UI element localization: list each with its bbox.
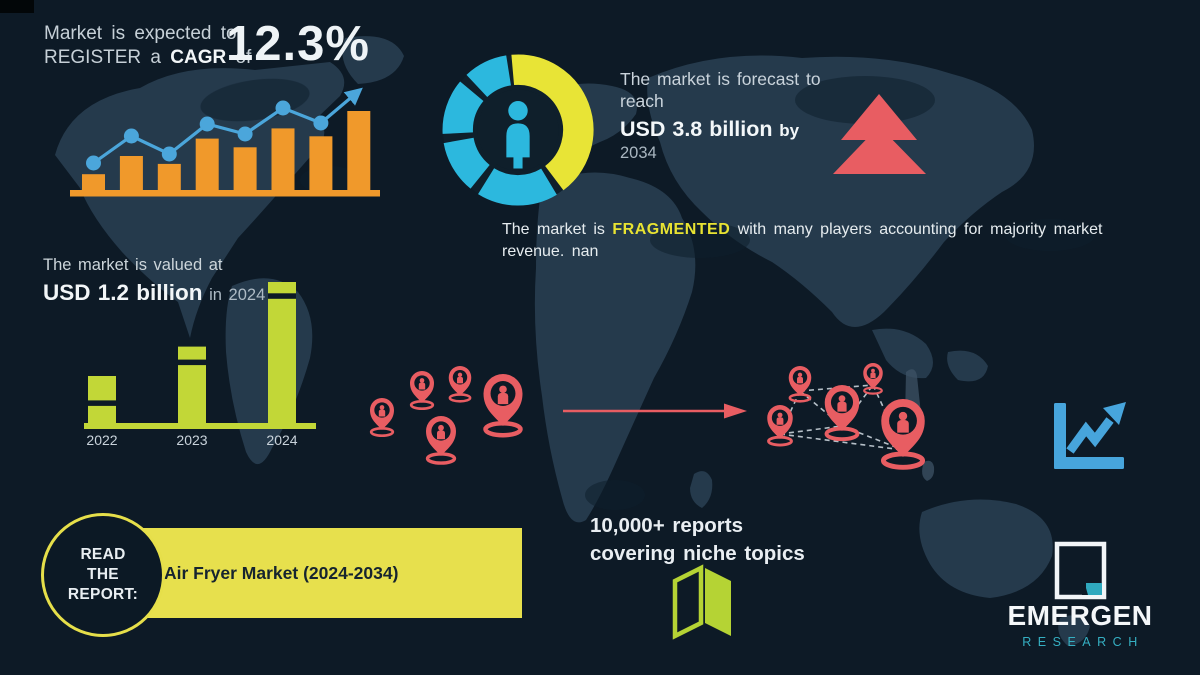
report-banner[interactable]: Air Fryer Market (2024-2034) <box>118 528 522 618</box>
forecast-value: USD 3.8 billion <box>620 116 773 141</box>
cagr-line2-post: of <box>226 46 252 68</box>
corner-black-rect <box>0 0 34 13</box>
cagr-line2-pre: REGISTER a <box>44 46 171 68</box>
forecast-by: by <box>772 120 800 140</box>
reports-line1: 10,000+ reports <box>590 514 743 537</box>
cagr-keyword: CAGR <box>170 46 227 68</box>
fragmented-statement: The market is FRAGMENTED with many playe… <box>502 219 1142 262</box>
logo-square-icon <box>1054 541 1107 600</box>
svg-text:2022: 2022 <box>86 432 117 448</box>
open-book-icon <box>672 564 731 640</box>
the-word: THE <box>87 565 119 583</box>
reports-block: 10,000+ reports covering niche topics <box>590 512 805 567</box>
valuation-value: USD 1.2 billion <box>43 280 203 306</box>
logo-brand-text: EMERGEN <box>1007 600 1153 631</box>
valuation-suffix: in 2024 <box>202 286 266 305</box>
reports-line2: covering niche topics <box>590 541 805 565</box>
logo-sub-text: RESEARCH <box>1022 635 1144 649</box>
cagr-headline: Market is expected to REGISTER a CAGR of <box>44 22 251 70</box>
valuation-block: The market is valued at USD 1.2 billion … <box>43 255 265 308</box>
fragmented-post: with many players accounting for majorit… <box>502 221 1103 260</box>
svg-text:2024: 2024 <box>266 432 297 448</box>
report-banner-title: Air Fryer Market (2024-2034) <box>164 562 399 583</box>
read-report-button[interactable]: READ THE REPORT: <box>41 513 165 637</box>
svg-text:2023: 2023 <box>176 432 207 448</box>
double-up-arrow-icon <box>833 94 926 174</box>
forecast-year: 2034 <box>620 144 657 163</box>
emergen-logo: EMERGEN RESEARCH <box>995 600 1165 649</box>
read-word: READ <box>80 545 126 563</box>
forecast-line1: The market is forecast to <box>620 69 821 89</box>
growth-bar-chart <box>70 87 380 197</box>
fragmented-highlight: FRAGMENTED <box>612 221 731 238</box>
growth-chart-icon <box>1054 402 1126 469</box>
fragmented-pre: The market is <box>502 221 613 238</box>
cagr-line1: Market is expected to <box>44 23 237 44</box>
valuation-line1: The market is valued at <box>43 256 223 274</box>
forecast-line2: reach <box>620 91 664 112</box>
cagr-value: 12.3% <box>226 17 370 71</box>
valuation-bar-chart: 2022 2023 2024 <box>84 282 316 448</box>
market-share-donut-icon <box>442 54 594 206</box>
forecast-block: The market is forecast to reach USD 3.8 … <box>620 68 821 164</box>
report-word: REPORT: <box>67 586 139 604</box>
